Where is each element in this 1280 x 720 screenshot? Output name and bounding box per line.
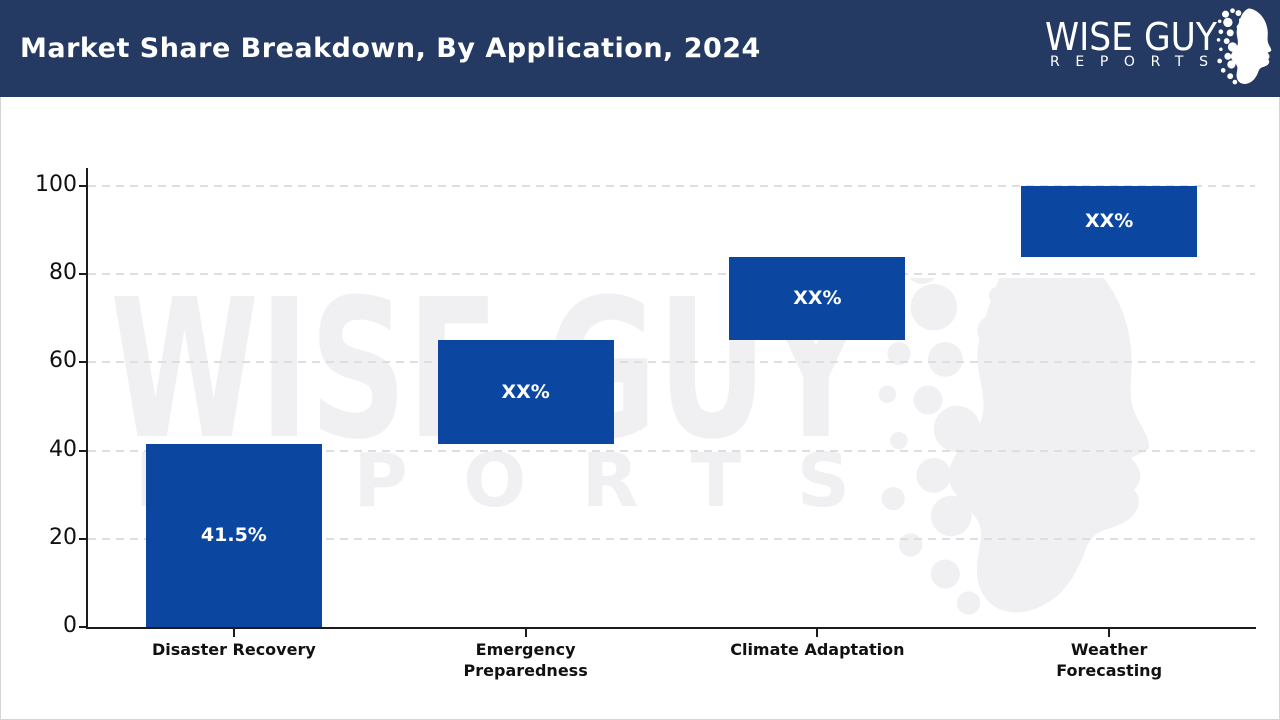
gridline-y80 — [88, 273, 1255, 276]
y-tick-label: 20 — [49, 524, 77, 550]
y-tick-mark — [79, 185, 88, 187]
gridline-y20 — [88, 537, 1255, 540]
x-category-label: Climate Adaptation — [730, 640, 905, 659]
y-tick-label: 100 — [35, 172, 77, 197]
y-tick-label: 0 — [63, 613, 77, 638]
x-category-label: Emergency Preparedness — [463, 640, 588, 680]
gridline-y100 — [88, 185, 1255, 187]
y-axis-line — [86, 168, 88, 629]
bar-4: XX% — [1021, 186, 1198, 257]
y-tick-label: 60 — [49, 348, 77, 374]
x-tick-mark — [816, 629, 819, 637]
y-tick-mark — [79, 361, 88, 364]
y-tick-mark — [79, 626, 88, 628]
wise-guy-logo: WISE GUY REPORTS — [1045, 8, 1272, 85]
header-bar: Market Share Breakdown, By Application, … — [0, 0, 1280, 97]
bar-value-label: XX% — [793, 287, 842, 310]
y-tick-mark — [79, 537, 88, 540]
gridline-y40 — [88, 449, 1255, 452]
bar-3: XX% — [729, 256, 906, 341]
logo-wordmark: WISE GUY — [1045, 15, 1218, 59]
bar-2: XX% — [437, 340, 614, 444]
x-tick-mark — [524, 629, 527, 637]
bar-value-label: XX% — [501, 381, 550, 404]
bar-1: 41.5% — [145, 443, 322, 627]
page-title: Market Share Breakdown, By Application, … — [20, 33, 761, 64]
x-category-label: Disaster Recovery — [151, 640, 316, 659]
y-tick-label: 40 — [49, 436, 77, 462]
x-tick-mark — [232, 629, 235, 637]
x-axis-line — [86, 627, 1256, 629]
y-tick-mark — [79, 273, 88, 276]
bar-value-label: 41.5% — [200, 524, 267, 547]
x-tick-mark — [1108, 629, 1111, 637]
bar-value-label: XX% — [1084, 210, 1134, 233]
x-category-label: Weather Forecasting — [1056, 640, 1163, 680]
y-tick-mark — [79, 449, 88, 452]
y-tick-label: 80 — [49, 260, 77, 286]
gridline-y60 — [88, 361, 1255, 364]
